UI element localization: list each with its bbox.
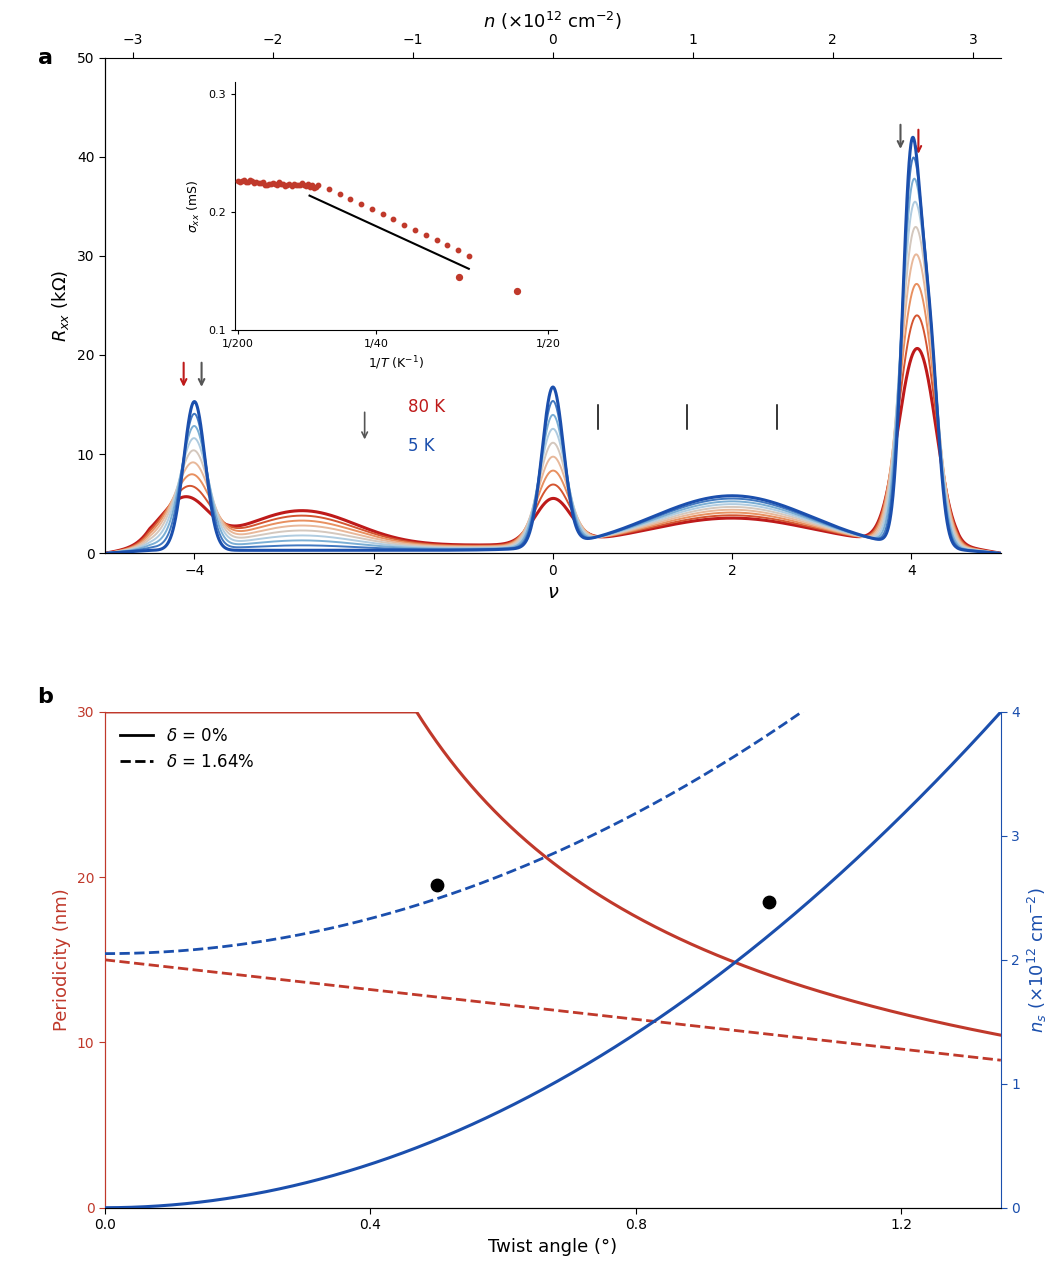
Point xyxy=(760,892,777,912)
Text: 5 K: 5 K xyxy=(408,437,434,455)
Text: 80 K: 80 K xyxy=(408,397,444,415)
Y-axis label: $R_{xx}$ (k$\Omega$): $R_{xx}$ (k$\Omega$) xyxy=(50,270,71,341)
Text: a: a xyxy=(38,47,52,68)
Text: b: b xyxy=(38,688,53,707)
Y-axis label: $n_s$ ($\times$10$^{12}$ cm$^{-2}$): $n_s$ ($\times$10$^{12}$ cm$^{-2}$) xyxy=(1026,887,1048,1033)
Legend: $\delta$ = 0%, $\delta$ = 1.64%: $\delta$ = 0%, $\delta$ = 1.64% xyxy=(113,721,262,778)
X-axis label: Twist angle (°): Twist angle (°) xyxy=(488,1237,617,1256)
X-axis label: $\nu$: $\nu$ xyxy=(547,583,559,602)
Point xyxy=(429,875,445,896)
Y-axis label: Periodicity (nm): Periodicity (nm) xyxy=(53,888,71,1031)
X-axis label: $n$ ($\times$10$^{12}$ cm$^{-2}$): $n$ ($\times$10$^{12}$ cm$^{-2}$) xyxy=(483,9,623,32)
